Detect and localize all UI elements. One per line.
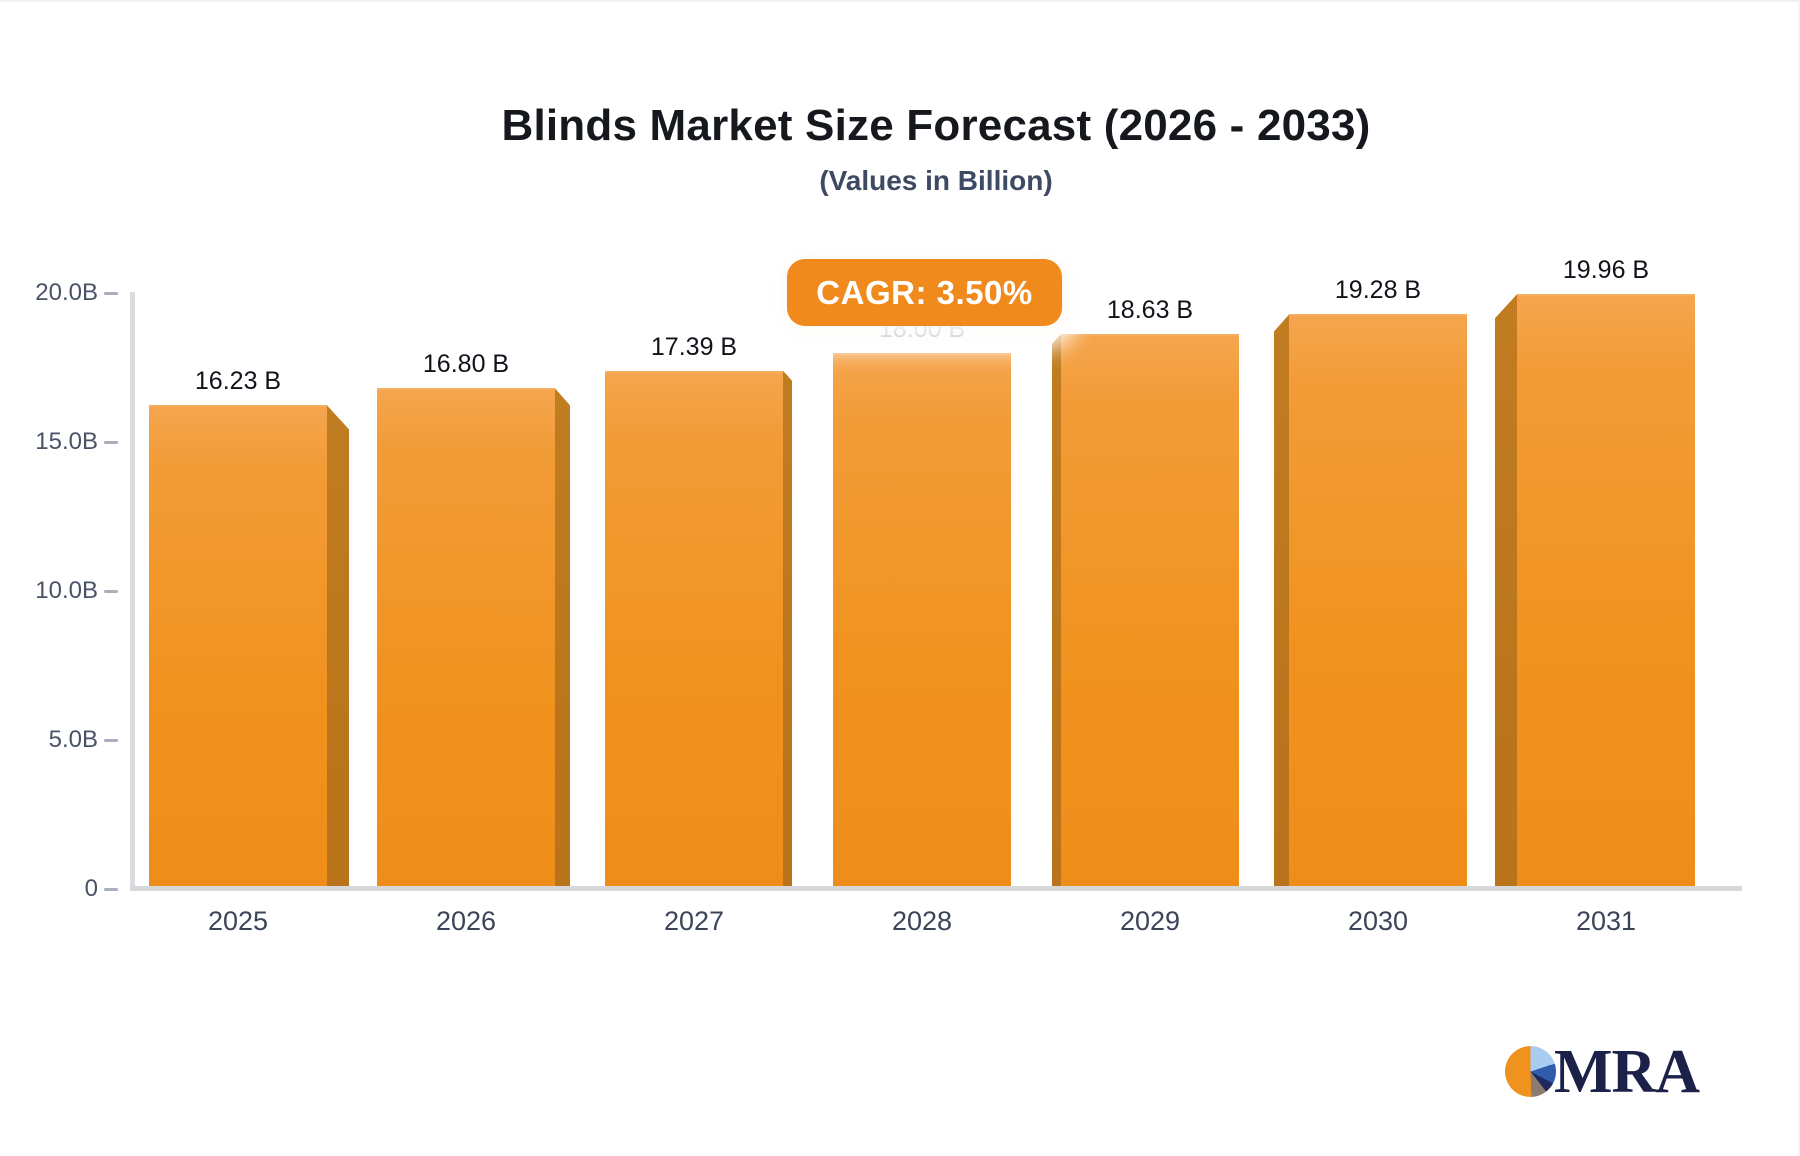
bar-value-label: 19.28 B [1334,276,1422,305]
bar-2030 [1289,314,1467,889]
y-tick-mark [104,590,118,593]
bar-2029 [1061,333,1239,889]
x-axis [130,886,1742,891]
y-tick-mark [104,292,118,295]
x-axis-label: 2029 [1119,906,1181,936]
bar-side-face [555,388,570,889]
chart-header: Blinds Market Size Forecast (2026 - 2033… [130,100,1742,198]
y-tick-label: 0 [84,875,98,902]
bar-side-face [783,370,792,889]
bar-value-label: 16.80 B [422,350,510,379]
bar-2031 [1517,294,1695,889]
chart-subtitle: (Values in Billion) [819,165,1053,196]
bar-side-face [1495,294,1517,889]
bar-side-face [327,405,349,889]
x-axis-label: 2026 [435,906,497,936]
bar-2025 [149,405,327,889]
y-tick-mark [104,441,118,444]
bar-2026 [377,388,555,889]
y-tick-mark [104,739,118,742]
x-axis-label: 2031 [1575,906,1637,936]
bar-side-face [1274,314,1289,889]
mra-logo-text: MRA [1554,1038,1700,1106]
bar-value-label: 18.63 B [1106,295,1194,324]
x-axis-label: 2030 [1347,906,1409,936]
mra-logo: MRA [1505,1040,1745,1104]
bar-value-label: 19.96 B [1562,256,1650,285]
bar-2028 [833,352,1011,889]
y-axis [130,292,135,891]
x-axis-label: 2028 [891,906,953,936]
y-tick-mark [104,888,118,891]
y-tick-label: 10.0B [35,577,98,604]
x-axis-label: 2025 [207,906,269,936]
bar-value-label: 16.23 B [194,367,282,396]
cagr-badge: CAGR: 3.50% [787,259,1062,326]
x-axis-label: 2027 [663,906,725,936]
bar-value-label: 17.39 B [650,332,738,361]
y-tick-label: 20.0B [35,279,98,306]
y-tick-label: 15.0B [35,428,98,455]
bar-side-face [1052,333,1061,889]
bar-2027 [605,370,783,889]
pie-chart-icon [1505,1046,1556,1097]
chart-title: Blinds Market Size Forecast (2026 - 2033… [501,101,1371,150]
y-tick-label: 5.0B [48,726,98,753]
